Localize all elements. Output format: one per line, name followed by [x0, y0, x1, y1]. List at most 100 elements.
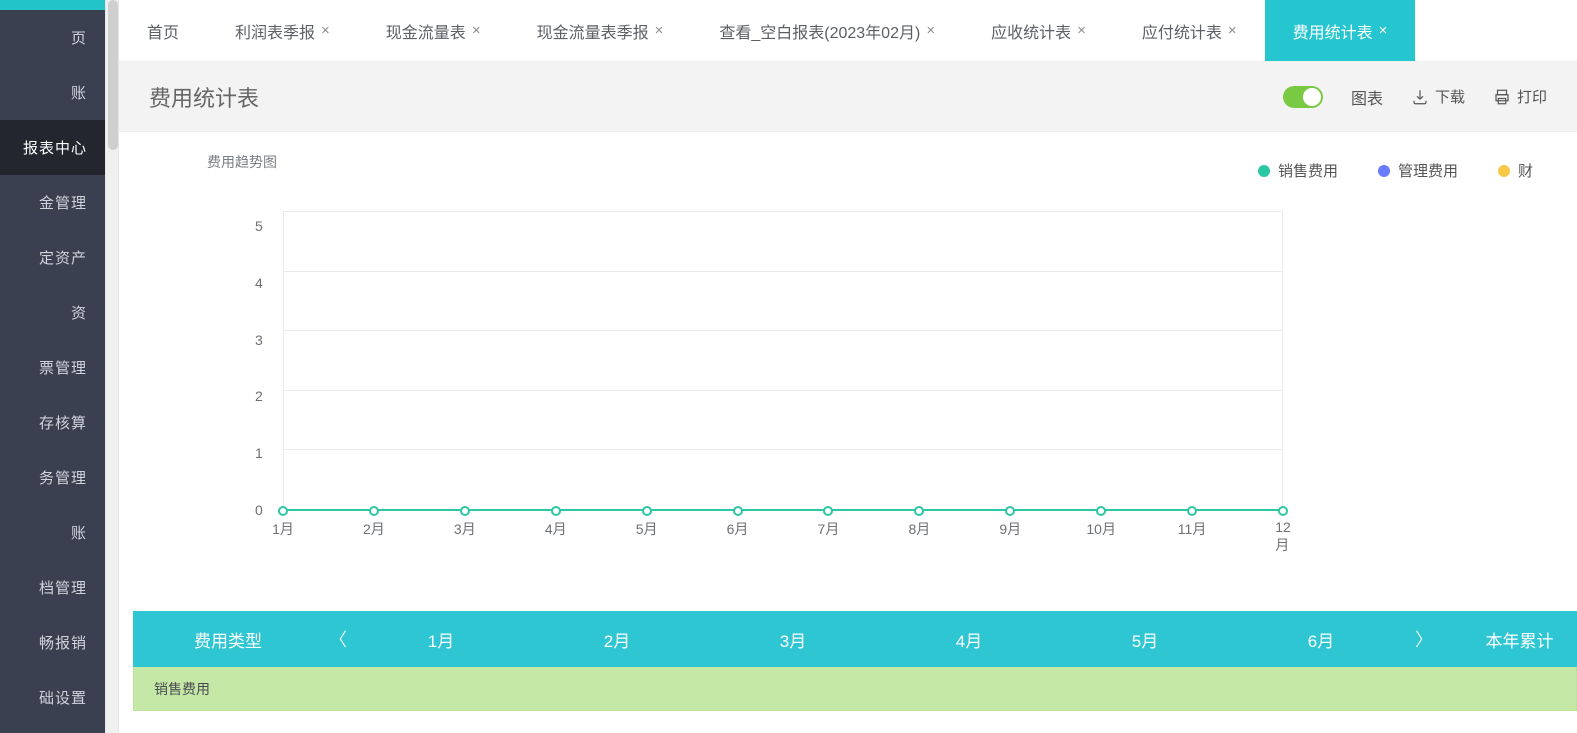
legend-dot-icon	[1498, 165, 1510, 177]
x-tick: 10月	[1086, 519, 1116, 539]
sidebar-item-11[interactable]: 畅报销	[0, 615, 105, 670]
chart-x-axis: 1月2月3月4月5月6月7月8月9月10月11月12月	[283, 511, 1283, 541]
x-tick: 7月	[818, 519, 840, 539]
tab-7[interactable]: 费用统计表 ×	[1265, 0, 1416, 61]
chart-legend: 销售费用 管理费用 财	[163, 160, 1533, 181]
download-button[interactable]: 下载	[1411, 86, 1465, 107]
tab-close-icon[interactable]: ×	[926, 22, 935, 39]
chart-grid	[283, 211, 1283, 511]
cell-type: 销售费用	[134, 679, 324, 699]
download-icon	[1411, 88, 1429, 106]
x-tick: 4月	[545, 519, 567, 539]
col-header-month: 5月	[1057, 627, 1233, 652]
x-tick: 11月	[1178, 519, 1207, 539]
chart-plot: 012345 1月2月3月4月5月6月7月8月9月10月11月12月	[283, 211, 1283, 541]
download-label: 下载	[1435, 86, 1465, 107]
tab-6[interactable]: 应付统计表 ×	[1114, 0, 1265, 61]
tab-4[interactable]: 查看_空白报表(2023年02月)×	[691, 0, 963, 61]
x-tick: 5月	[636, 519, 658, 539]
sidebar-item-12[interactable]: 础设置	[0, 670, 105, 725]
y-tick: 2	[255, 388, 263, 404]
col-header-month: 1月	[353, 627, 529, 652]
chart-toggle[interactable]	[1283, 86, 1323, 108]
tab-5[interactable]: 应收统计表×	[963, 0, 1114, 61]
tab-0[interactable]: 首页	[119, 0, 207, 61]
legend-dot-icon	[1378, 165, 1390, 177]
chart-marker	[1096, 506, 1106, 516]
sidebar-item-3[interactable]: 金管理	[0, 175, 105, 230]
tab-label: 应付统计表	[1142, 19, 1222, 43]
x-tick: 12月	[1275, 519, 1291, 555]
gridline	[284, 449, 1282, 450]
gridline	[284, 271, 1282, 272]
tab-2[interactable]: 现金流量表 ×	[358, 0, 509, 61]
chart-marker	[369, 506, 379, 516]
tab-label: 费用统计表	[1293, 19, 1373, 43]
chart-marker	[733, 506, 743, 516]
sidebar-item-7[interactable]: 存核算	[0, 395, 105, 450]
sidebar-item-2[interactable]: 报表中心	[0, 120, 105, 175]
col-header-type: 费用类型	[133, 627, 323, 652]
x-tick: 9月	[999, 519, 1021, 539]
expense-table: 费用类型 〈 1月2月3月4月5月6月 〉 本年累计 销售费用	[133, 611, 1577, 711]
chart-y-axis: 012345	[255, 211, 263, 511]
tab-3[interactable]: 现金流量表季报×	[509, 0, 692, 61]
tab-label: 首页	[147, 19, 179, 43]
gridline	[284, 330, 1282, 331]
topbar-accent	[0, 0, 105, 10]
page-header-actions: 图表 下载 打印	[1283, 85, 1547, 109]
chart-marker	[551, 506, 561, 516]
sidebar-item-9[interactable]: 账	[0, 505, 105, 560]
table-row[interactable]: 销售费用	[133, 667, 1577, 711]
gridline	[284, 390, 1282, 391]
tab-label: 利润表季报	[235, 19, 315, 43]
chart-card: 费用趋势图 销售费用管理费用财 012345 1月2月3月4月5月6月7月8月9…	[133, 132, 1563, 581]
print-button[interactable]: 打印	[1493, 86, 1547, 107]
legend-label: 管理费用	[1398, 160, 1458, 181]
tab-close-icon[interactable]: ×	[1228, 22, 1237, 39]
sidebar-scrollbar-track[interactable]	[105, 0, 119, 733]
tab-close-icon[interactable]: ×	[1077, 22, 1086, 39]
sidebar-item-6[interactable]: 票管理	[0, 340, 105, 395]
y-tick: 5	[255, 218, 263, 234]
sidebar-item-5[interactable]: 资	[0, 285, 105, 340]
tab-1[interactable]: 利润表季报 ×	[207, 0, 358, 61]
x-tick: 1月	[272, 519, 294, 539]
tab-close-icon[interactable]: ×	[655, 22, 664, 39]
chart-marker	[1187, 506, 1197, 516]
chart-marker	[460, 506, 470, 516]
chart-marker	[1278, 506, 1288, 516]
tab-close-icon[interactable]: ×	[1379, 22, 1388, 39]
legend-label: 销售费用	[1278, 160, 1338, 181]
y-tick: 4	[255, 275, 263, 291]
tab-close-icon[interactable]: ×	[321, 22, 330, 39]
sidebar-scrollbar-thumb[interactable]	[108, 0, 118, 150]
col-months-group: 〈 1月2月3月4月5月6月 〉	[323, 626, 1462, 652]
months-next-arrow[interactable]: 〉	[1409, 626, 1439, 652]
y-tick: 1	[255, 445, 263, 461]
sidebar-item-1[interactable]: 账	[0, 65, 105, 120]
tab-close-icon[interactable]: ×	[472, 22, 481, 39]
x-tick: 8月	[908, 519, 930, 539]
sidebar-item-4[interactable]: 定资产	[0, 230, 105, 285]
chart-toggle-label: 图表	[1351, 85, 1383, 109]
tab-label: 现金流量表	[386, 19, 466, 43]
sidebar-item-8[interactable]: 务管理	[0, 450, 105, 505]
tab-bar: 首页利润表季报×现金流量表×现金流量表季报×查看_空白报表(2023年02月)×…	[119, 0, 1577, 62]
sidebar: 页账报表中心金管理定资产资票管理存核算务管理账档管理畅报销础设置	[0, 10, 105, 733]
sidebar-item-0[interactable]: 页	[0, 10, 105, 65]
legend-item[interactable]: 管理费用	[1378, 160, 1458, 181]
x-tick: 2月	[363, 519, 385, 539]
y-tick: 3	[255, 332, 263, 348]
legend-item[interactable]: 销售费用	[1258, 160, 1338, 181]
col-header-month: 4月	[881, 627, 1057, 652]
col-header-month: 3月	[705, 627, 881, 652]
chart-marker	[642, 506, 652, 516]
months-prev-arrow[interactable]: 〈	[323, 626, 353, 652]
col-header-total: 本年累计	[1462, 627, 1577, 652]
chart-marker	[278, 506, 288, 516]
sidebar-item-10[interactable]: 档管理	[0, 560, 105, 615]
content-area: 首页利润表季报×现金流量表×现金流量表季报×查看_空白报表(2023年02月)×…	[119, 0, 1577, 733]
x-tick: 6月	[727, 519, 749, 539]
legend-item[interactable]: 财	[1498, 160, 1533, 181]
